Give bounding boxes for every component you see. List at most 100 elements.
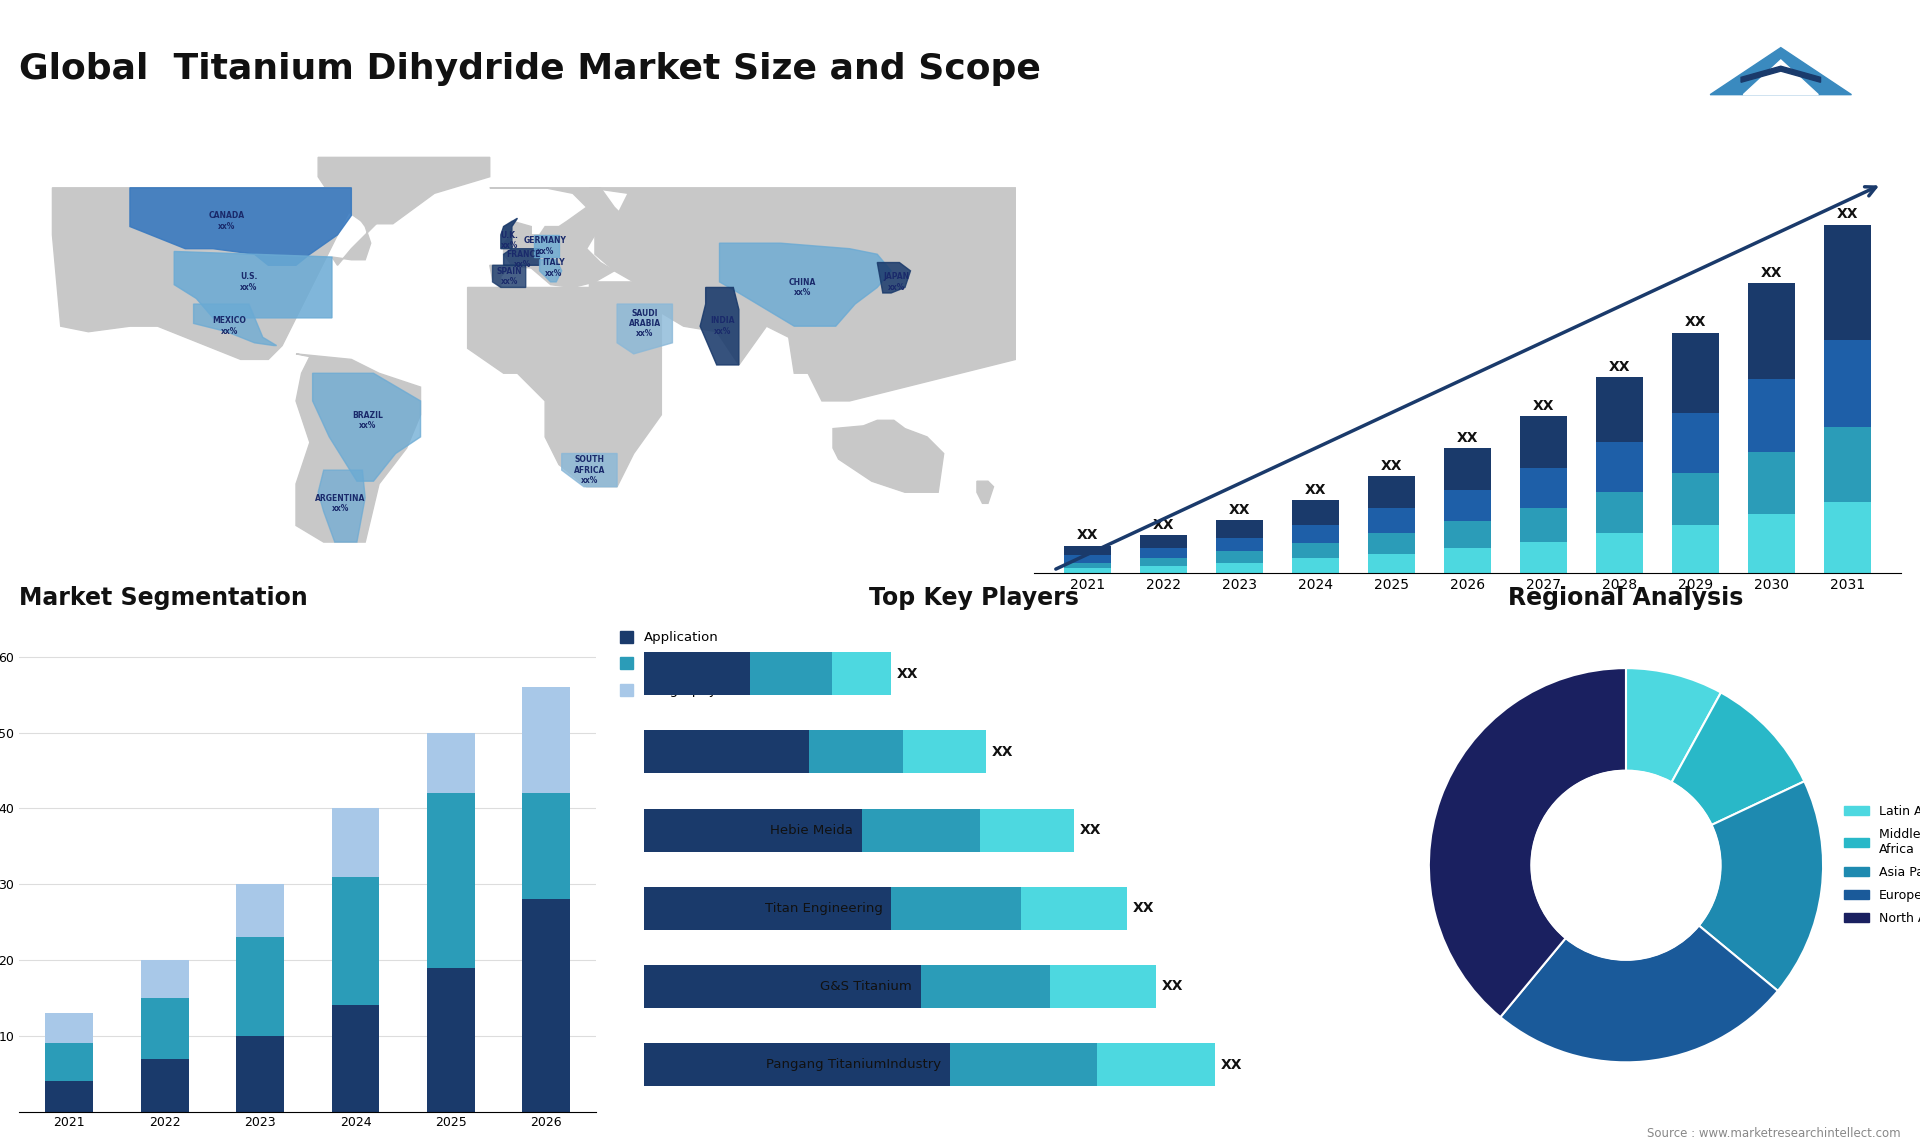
Bar xyxy=(522,900,570,1112)
Bar xyxy=(1215,563,1263,573)
Bar xyxy=(751,652,833,696)
Bar xyxy=(1824,427,1872,502)
Bar xyxy=(1444,490,1492,521)
Text: XX: XX xyxy=(1761,266,1782,281)
Polygon shape xyxy=(701,288,739,364)
Text: CHINA
xx%: CHINA xx% xyxy=(789,277,816,297)
Bar xyxy=(1064,568,1112,573)
Bar xyxy=(808,730,902,774)
Bar xyxy=(1672,332,1718,413)
Text: Titan Engineering: Titan Engineering xyxy=(764,902,883,915)
Text: GERMANY
xx%: GERMANY xx% xyxy=(524,236,566,256)
Bar xyxy=(522,688,570,793)
Bar xyxy=(1444,448,1492,490)
Text: INTELLECT: INTELLECT xyxy=(1759,123,1803,132)
Polygon shape xyxy=(194,304,276,346)
Bar xyxy=(1444,548,1492,573)
Polygon shape xyxy=(501,218,516,249)
Text: U.K.
xx%: U.K. xx% xyxy=(501,230,518,250)
Text: G&S Titanium: G&S Titanium xyxy=(820,980,912,992)
Bar xyxy=(1098,1043,1215,1086)
Wedge shape xyxy=(1428,668,1626,1018)
Bar xyxy=(1292,501,1338,525)
Text: Market Segmentation: Market Segmentation xyxy=(19,586,307,610)
Polygon shape xyxy=(534,235,559,257)
Bar xyxy=(1292,525,1338,543)
Wedge shape xyxy=(1500,926,1778,1062)
Bar xyxy=(522,793,570,900)
Bar xyxy=(46,1043,94,1082)
Bar xyxy=(1292,543,1338,558)
Text: XX: XX xyxy=(1532,399,1555,413)
Text: XX: XX xyxy=(1837,207,1859,221)
Text: U.S.
xx%: U.S. xx% xyxy=(240,273,257,291)
Bar xyxy=(1444,521,1492,548)
Polygon shape xyxy=(616,304,672,354)
Polygon shape xyxy=(563,454,616,487)
Text: XX: XX xyxy=(1306,484,1327,497)
Text: Source : www.marketresearchintellect.com: Source : www.marketresearchintellect.com xyxy=(1647,1128,1901,1140)
Bar xyxy=(1747,515,1795,573)
Polygon shape xyxy=(1711,48,1851,95)
Text: RESEARCH: RESEARCH xyxy=(1759,111,1803,120)
Bar xyxy=(332,1005,380,1112)
Polygon shape xyxy=(540,260,563,282)
Bar xyxy=(1140,566,1187,573)
Polygon shape xyxy=(977,481,993,503)
Bar xyxy=(46,1013,94,1043)
Text: CANADA
xx%: CANADA xx% xyxy=(209,211,246,230)
Circle shape xyxy=(1532,770,1720,960)
Bar xyxy=(643,887,891,929)
Polygon shape xyxy=(503,249,540,266)
Text: SAUDI
ARABIA
xx%: SAUDI ARABIA xx% xyxy=(628,308,660,338)
Polygon shape xyxy=(52,188,378,360)
Text: XX: XX xyxy=(1457,431,1478,445)
Legend: Application, Product, Geography: Application, Product, Geography xyxy=(614,626,724,702)
Bar xyxy=(1021,887,1127,929)
Bar xyxy=(643,1043,950,1086)
Bar xyxy=(1672,473,1718,525)
Text: Global  Titanium Dihydride Market Size and Scope: Global Titanium Dihydride Market Size an… xyxy=(19,52,1041,86)
Polygon shape xyxy=(720,243,891,327)
Bar xyxy=(1747,452,1795,515)
Bar xyxy=(140,998,188,1059)
Bar xyxy=(1747,283,1795,379)
Bar xyxy=(643,809,862,851)
Bar xyxy=(140,960,188,998)
Bar xyxy=(979,809,1073,851)
Legend: Latin America, Middle East &
Africa, Asia Pacific, Europe, North America: Latin America, Middle East & Africa, Asi… xyxy=(1839,800,1920,931)
Bar xyxy=(1747,379,1795,452)
Bar xyxy=(1140,548,1187,558)
Title: Top Key Players: Top Key Players xyxy=(870,586,1079,610)
Bar xyxy=(1215,537,1263,551)
Bar xyxy=(236,885,284,937)
Bar xyxy=(643,730,808,774)
Text: XX: XX xyxy=(1609,360,1630,374)
Polygon shape xyxy=(175,251,332,317)
Text: BRAZIL
xx%: BRAZIL xx% xyxy=(353,410,384,430)
Bar xyxy=(1064,545,1112,556)
Bar xyxy=(1064,563,1112,568)
Text: MARKET: MARKET xyxy=(1763,100,1799,109)
Bar xyxy=(1521,469,1567,508)
Bar xyxy=(833,652,891,696)
Text: XX: XX xyxy=(1686,315,1707,329)
Bar xyxy=(46,1082,94,1112)
Bar xyxy=(426,732,474,793)
Text: SPAIN
xx%: SPAIN xx% xyxy=(495,267,522,286)
Bar xyxy=(1824,340,1872,427)
Polygon shape xyxy=(468,288,660,487)
Bar xyxy=(891,887,1021,929)
Text: XX: XX xyxy=(1221,1058,1242,1072)
Polygon shape xyxy=(877,262,910,293)
Bar xyxy=(1672,525,1718,573)
Bar xyxy=(236,1036,284,1112)
Bar xyxy=(1215,520,1263,537)
Bar xyxy=(1824,502,1872,573)
Bar xyxy=(1824,225,1872,340)
Bar xyxy=(643,965,922,1008)
Bar xyxy=(1140,558,1187,566)
Bar xyxy=(922,965,1050,1008)
Bar xyxy=(332,808,380,877)
Text: XX: XX xyxy=(1077,528,1098,542)
